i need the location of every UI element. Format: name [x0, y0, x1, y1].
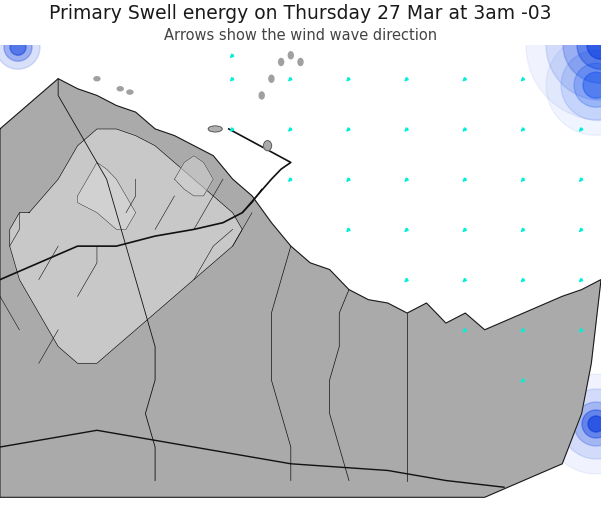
Circle shape — [588, 416, 601, 432]
Circle shape — [574, 402, 601, 446]
Polygon shape — [0, 79, 601, 497]
Circle shape — [574, 63, 601, 107]
Circle shape — [546, 35, 601, 135]
Polygon shape — [78, 162, 136, 229]
Circle shape — [587, 31, 601, 59]
Circle shape — [561, 50, 601, 120]
Circle shape — [561, 389, 601, 459]
Circle shape — [583, 72, 601, 98]
Polygon shape — [10, 129, 242, 363]
Polygon shape — [174, 156, 213, 196]
Circle shape — [582, 410, 601, 438]
Circle shape — [526, 0, 601, 120]
Ellipse shape — [94, 77, 100, 81]
Ellipse shape — [298, 59, 303, 65]
Circle shape — [577, 21, 601, 69]
Ellipse shape — [127, 90, 133, 94]
Circle shape — [10, 39, 26, 55]
Ellipse shape — [117, 87, 123, 91]
Ellipse shape — [264, 141, 272, 151]
Ellipse shape — [259, 92, 264, 99]
Circle shape — [4, 33, 32, 61]
Circle shape — [563, 7, 601, 83]
Ellipse shape — [279, 59, 284, 65]
Text: Primary Swell energy on Thursday 27 Mar at 3am -03: Primary Swell energy on Thursday 27 Mar … — [49, 4, 552, 23]
Ellipse shape — [288, 52, 293, 59]
Ellipse shape — [269, 75, 274, 82]
Circle shape — [546, 0, 601, 100]
Ellipse shape — [208, 126, 222, 132]
Circle shape — [0, 25, 40, 69]
Circle shape — [546, 374, 601, 474]
Text: Arrows show the wind wave direction: Arrows show the wind wave direction — [164, 28, 437, 43]
